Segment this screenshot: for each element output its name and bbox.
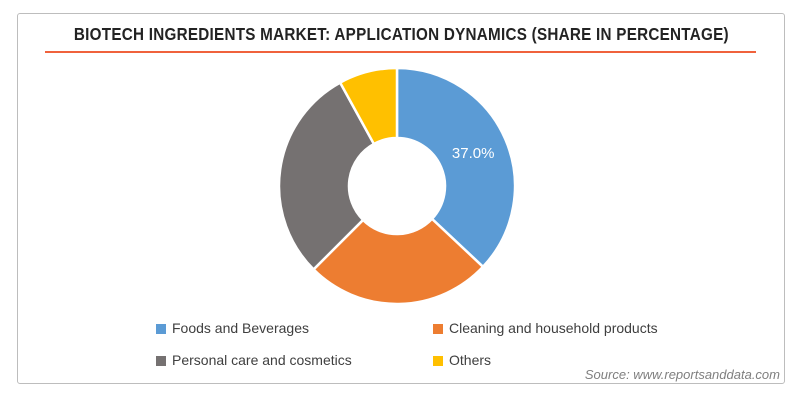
legend-item-others: Others: [433, 353, 491, 368]
legend-item-foods-and-beverages: Foods and Beverages: [156, 321, 309, 336]
donut-slice-personal-care-and-cosmetics: [277, 80, 376, 272]
source-attribution: Source: www.reportsanddata.com: [584, 367, 780, 382]
legend-item-cleaning-and-household-products: Cleaning and household products: [433, 321, 658, 336]
donut-slice-foods-and-beverages: [395, 66, 517, 269]
legend-label: Foods and Beverages: [172, 320, 309, 336]
legend-label: Cleaning and household products: [449, 320, 658, 336]
title-underline: [45, 51, 756, 53]
legend-swatch-gray: [156, 355, 166, 366]
legend-label: Others: [449, 352, 492, 368]
legend-swatch-blue: [156, 323, 166, 334]
legend-item-personal-care-and-cosmetics: Personal care and cosmetics: [156, 353, 352, 368]
donut-slice-cleaning-and-household-products: [311, 217, 485, 306]
slice-data-label: 37.0%: [452, 145, 495, 162]
legend-label: Personal care and cosmetics: [172, 352, 352, 368]
donut-slice-others: [338, 66, 399, 146]
legend-swatch-yellow: [433, 355, 443, 366]
legend-swatch-orange: [433, 323, 443, 334]
chart-title: BIOTECH INGREDIENTS MARKET: APPLICATION …: [74, 24, 729, 44]
page-title: BIOTECH INGREDIENTS MARKET: APPLICATION …: [17, 24, 786, 45]
